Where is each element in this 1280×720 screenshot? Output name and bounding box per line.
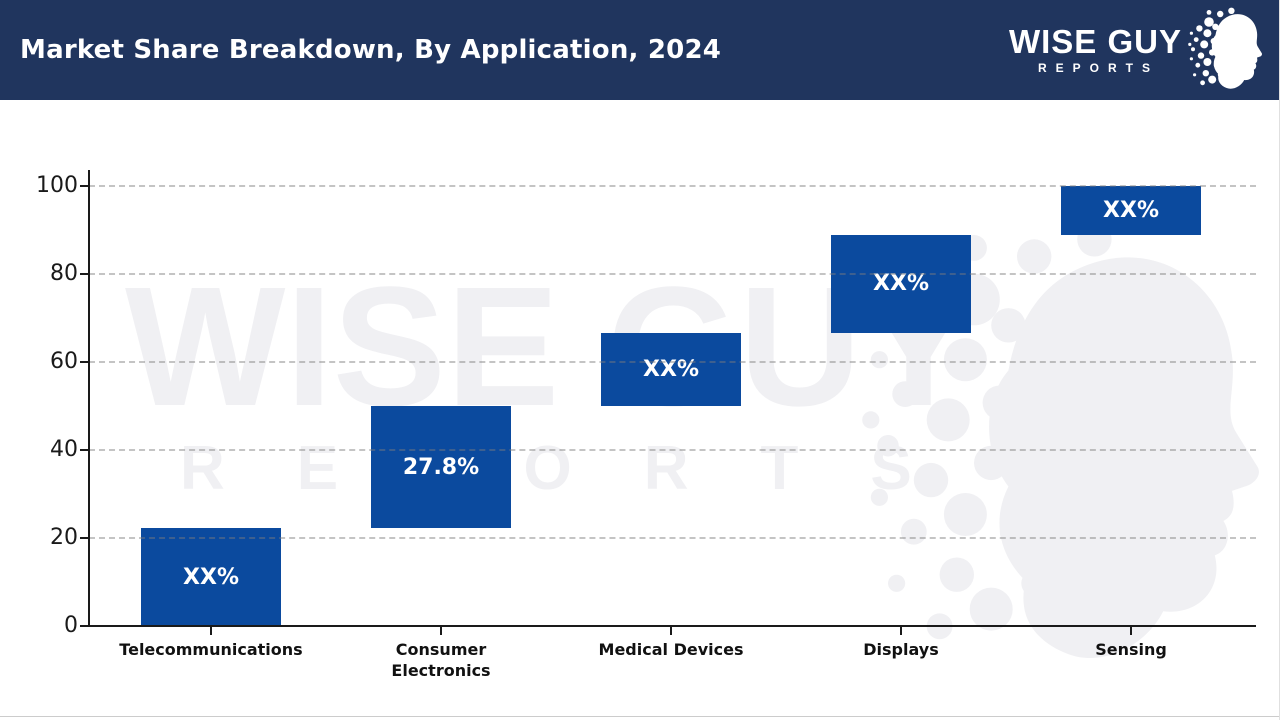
- x-tick-label: Consumer Electronics: [391, 640, 491, 680]
- gridline: [89, 273, 1256, 275]
- gridline: [89, 537, 1256, 539]
- watermark-reports: REPORTS: [180, 434, 984, 503]
- x-tick-mark: [900, 627, 902, 635]
- y-tick-mark: [80, 273, 89, 275]
- x-tick-label: Telecommunications: [119, 640, 303, 659]
- bar-value-label: 27.8%: [402, 454, 480, 480]
- brand-logo: WISE GUY REPORTS: [1008, 6, 1279, 94]
- y-tick-label: 100: [36, 173, 78, 198]
- chart-title: Market Share Breakdown, By Application, …: [20, 35, 722, 65]
- y-tick-mark: [80, 625, 89, 627]
- x-tick-label: Displays: [863, 640, 939, 659]
- y-axis-line: [88, 170, 90, 627]
- bar-value-label: XX%: [1103, 197, 1159, 223]
- x-tick-mark: [670, 627, 672, 635]
- y-tick-label: 80: [50, 261, 78, 286]
- header-bar: Market Share Breakdown, By Application, …: [0, 0, 1279, 100]
- bar-segment: XX%: [141, 528, 281, 626]
- x-tick-mark: [1130, 627, 1132, 635]
- y-tick-mark: [80, 537, 89, 539]
- x-tick-mark: [440, 627, 442, 635]
- brand-reports-label: REPORTS: [1037, 61, 1159, 76]
- x-axis-line: [88, 625, 1256, 627]
- bar-value-label: XX%: [183, 564, 239, 590]
- x-tick-label: Medical Devices: [598, 640, 744, 659]
- bottom-divider: [0, 716, 1279, 717]
- brand-head-icon: [1188, 7, 1263, 89]
- brand-wordmark: WISE GUY: [1008, 22, 1182, 60]
- gridline: [89, 361, 1256, 363]
- x-tick-label: Sensing: [1095, 640, 1167, 659]
- y-tick-label: 0: [64, 613, 78, 638]
- bar-value-label: XX%: [643, 356, 699, 382]
- bar-segment: 27.8%: [371, 406, 511, 529]
- gridline: [89, 449, 1256, 451]
- y-tick-mark: [80, 185, 89, 187]
- y-tick-label: 60: [50, 349, 78, 374]
- bar-value-label: XX%: [873, 271, 929, 297]
- x-tick-mark: [210, 627, 212, 635]
- bar-segment: XX%: [1061, 186, 1201, 235]
- bar-segment: XX%: [601, 332, 741, 406]
- y-tick-mark: [80, 361, 89, 363]
- y-tick-label: 20: [50, 525, 78, 550]
- y-tick-label: 40: [50, 437, 78, 462]
- y-tick-mark: [80, 449, 89, 451]
- gridline: [89, 185, 1256, 187]
- watermark-head-icon: [862, 222, 1259, 659]
- bar-segment: XX%: [831, 234, 971, 333]
